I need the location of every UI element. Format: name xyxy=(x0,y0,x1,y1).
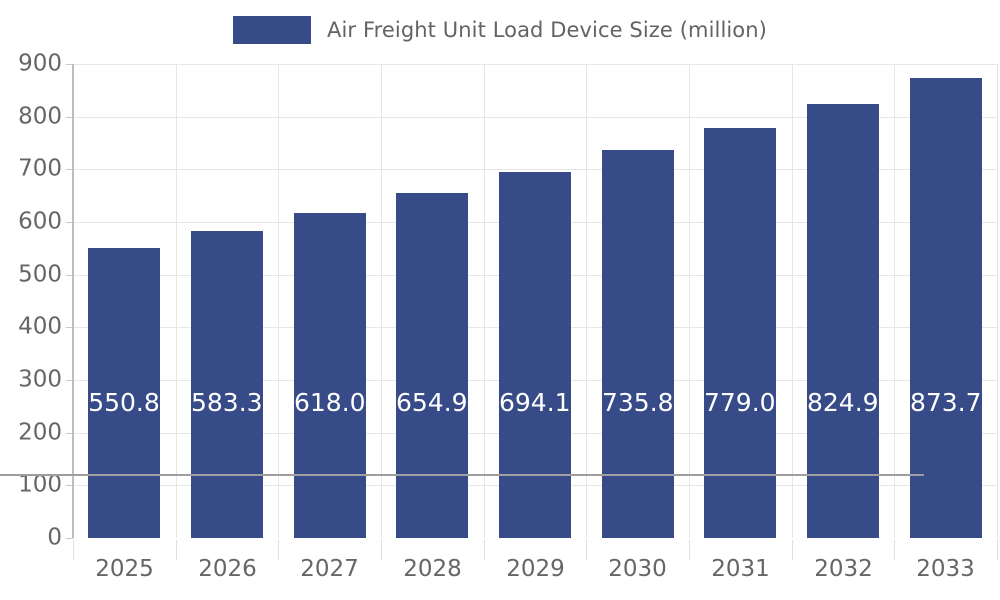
bar-value-label: 694.16 xyxy=(499,388,587,418)
y-axis-tick-marks xyxy=(0,64,73,539)
bar-value-label: 824.96 xyxy=(807,387,895,417)
x-tick-mark xyxy=(792,540,793,560)
chart-legend: Air Freight Unit Load Device Size (milli… xyxy=(0,10,1000,50)
x-tick-label-2028: 2028 xyxy=(403,556,462,582)
x-tick-mark xyxy=(997,540,998,560)
y-tick-label: 100 xyxy=(18,471,62,498)
plot-area: 550.8 583.34 618.01 654.91 694.16 735.87 779.0… xyxy=(72,64,998,539)
y-axis-line xyxy=(72,64,74,538)
bar-2029[interactable]: 694.16 xyxy=(499,172,587,538)
y-tick-label: 500 xyxy=(18,261,62,288)
bar-value-label: 735.87 xyxy=(602,388,690,418)
bar-value-label: 873.71 xyxy=(910,387,998,417)
legend-swatch-icon xyxy=(233,16,312,44)
y-tick-label: 700 xyxy=(18,155,62,182)
legend-label: Air Freight Unit Load Device Size (milli… xyxy=(327,18,767,42)
x-tick-label-2026: 2026 xyxy=(198,556,257,582)
y-tick-label: 600 xyxy=(18,208,62,235)
x-tick-label-2027: 2027 xyxy=(300,556,359,582)
gridline-vertical xyxy=(586,64,587,538)
y-tick-mark xyxy=(66,169,73,171)
y-tick-mark xyxy=(66,538,73,539)
gridline-vertical xyxy=(894,64,895,538)
gridline-horizontal xyxy=(73,538,997,539)
bar-value-label: 654.91 xyxy=(396,388,484,418)
bar-2028[interactable]: 654.91 xyxy=(396,193,484,538)
bar-2032[interactable]: 824.96 xyxy=(807,103,895,538)
gridline-vertical xyxy=(278,64,279,538)
y-tick-mark xyxy=(66,485,73,487)
y-tick-mark xyxy=(66,327,73,329)
x-tick-mark xyxy=(176,540,177,560)
gridline-horizontal xyxy=(73,64,997,65)
x-tick-label-2030: 2030 xyxy=(608,556,667,582)
x-tick-mark xyxy=(894,540,895,560)
y-tick-label: 800 xyxy=(18,103,62,130)
bar-value-label: 583.34 xyxy=(191,387,279,417)
x-axis-tick-marks xyxy=(73,540,998,560)
x-tick-label-2031: 2031 xyxy=(711,556,770,582)
gridline-vertical xyxy=(997,64,998,538)
bar-2025[interactable]: 550.8 xyxy=(88,247,160,538)
x-tick-mark xyxy=(689,540,690,560)
bar-2026[interactable]: 583.34 xyxy=(191,230,279,538)
x-tick-mark xyxy=(73,540,74,560)
bar-2033[interactable]: 873.71 xyxy=(910,77,998,538)
y-tick-mark xyxy=(66,222,73,223)
x-tick-mark xyxy=(381,540,382,560)
x-tick-label-2033: 2033 xyxy=(916,556,975,582)
y-tick-label: 200 xyxy=(18,419,62,446)
y-tick-mark xyxy=(66,380,73,381)
gridline-vertical xyxy=(689,64,690,538)
y-tick-mark xyxy=(66,274,73,276)
x-tick-label-2032: 2032 xyxy=(814,556,873,582)
y-tick-label: 300 xyxy=(18,366,62,393)
bar-value-label: 550.8 xyxy=(88,387,160,417)
bar-value-label: 779.01 xyxy=(704,387,792,417)
y-tick-label: 400 xyxy=(18,313,62,340)
bar-value-label: 618.01 xyxy=(294,387,382,417)
bar-2027[interactable]: 618.01 xyxy=(294,212,382,538)
y-tick-mark xyxy=(66,432,73,434)
y-tick-mark xyxy=(66,116,73,118)
gridline-vertical xyxy=(792,64,793,538)
y-axis-tick-labels: 0 100 200 300 400 500 600 700 800 900 xyxy=(0,52,62,549)
bar-2030[interactable]: 735.87 xyxy=(602,150,690,538)
gridline-vertical xyxy=(484,64,485,538)
gridline-horizontal xyxy=(73,169,997,171)
bar-2031[interactable]: 779.01 xyxy=(704,127,792,538)
x-axis-tick-labels: 2025 2026 2027 2028 2029 2030 2031 2032 2033 xyxy=(73,558,997,592)
x-tick-mark xyxy=(484,540,485,560)
x-tick-mark xyxy=(586,540,587,560)
x-axis-line xyxy=(0,474,924,476)
gridline-horizontal xyxy=(73,116,997,118)
legend-item-air-freight-unit-load-device-size[interactable]: Air Freight Unit Load Device Size (milli… xyxy=(233,16,767,44)
y-tick-mark xyxy=(66,64,73,65)
x-tick-label-2025: 2025 xyxy=(95,556,154,582)
gridline-vertical xyxy=(176,64,177,538)
gridline-vertical xyxy=(381,64,382,538)
x-tick-mark xyxy=(278,540,279,560)
y-tick-label: 0 xyxy=(47,524,62,551)
y-tick-label: 900 xyxy=(18,50,62,77)
gridline-vertical xyxy=(73,64,74,538)
x-tick-label-2029: 2029 xyxy=(506,556,565,582)
